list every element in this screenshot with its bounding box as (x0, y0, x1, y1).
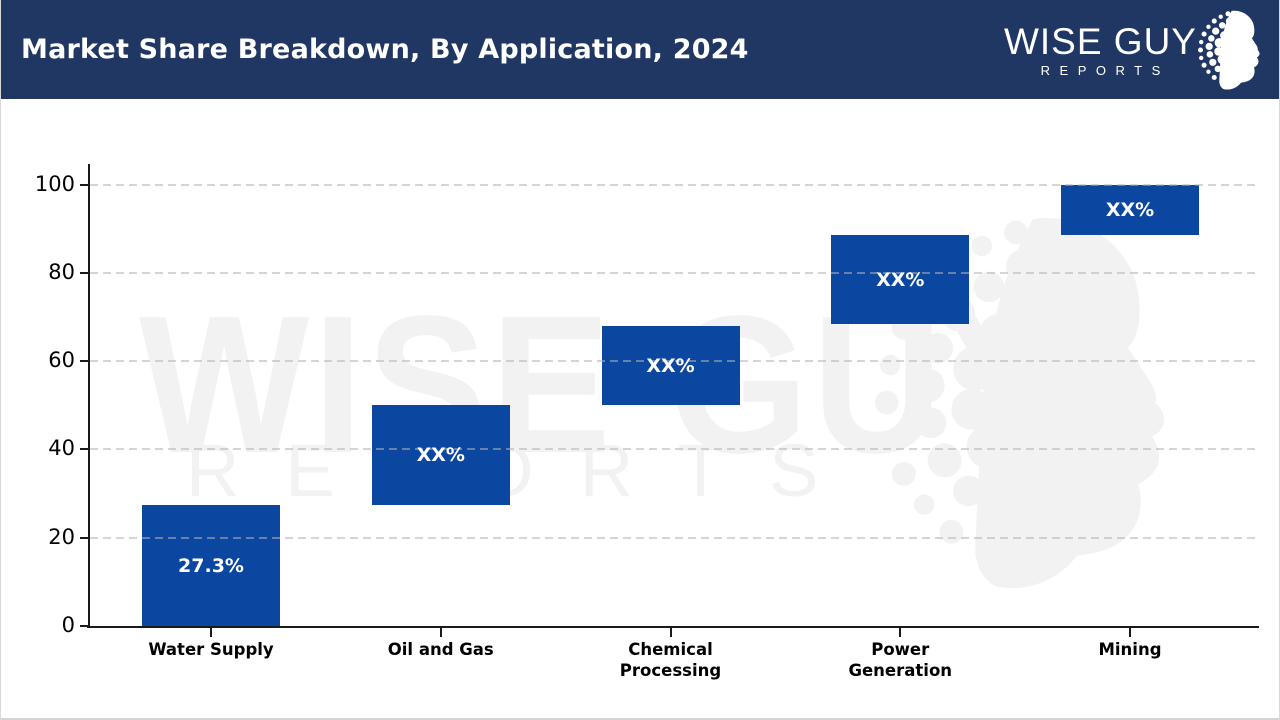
logo-wiseguy-label: WISE GUY (1003, 20, 1197, 62)
y-tick-100 (80, 183, 89, 186)
y-tick-0 (80, 625, 89, 627)
x-category-label: Oil and Gas (387, 640, 494, 659)
x-tick-0 (210, 628, 212, 637)
x-category-label: Water Supply (148, 640, 274, 659)
logo-reports-label: REPORTS (1040, 62, 1170, 78)
x-tick-1 (439, 628, 442, 637)
y-tick-label-80: 80 (48, 259, 75, 284)
bar-2 (601, 325, 740, 406)
y-axis-line (88, 164, 90, 628)
wise-guy-logo: WISE GUY REPORTS (1004, 7, 1265, 93)
x-tick-4 (1129, 628, 1131, 637)
x-tick-3 (899, 628, 902, 637)
logo-head-icon (1197, 10, 1260, 90)
y-tick-label-0: 0 (61, 613, 75, 637)
gridline-80 (90, 271, 1259, 274)
gridline-40 (90, 448, 1259, 451)
bar-value-label: XX% (646, 354, 695, 377)
y-tick-40 (80, 448, 89, 451)
x-category-label: Mining (1098, 640, 1162, 659)
y-tick-label-40: 40 (48, 436, 75, 461)
bar-0 (142, 505, 280, 626)
bar-value-label: 27.3% (178, 554, 244, 577)
x-tick-2 (669, 628, 672, 637)
x-category-label: Power Generation (848, 640, 953, 680)
y-tick-label-100: 100 (34, 171, 75, 196)
y-tick-60 (80, 360, 89, 363)
gridline-60 (90, 360, 1259, 363)
bar-value-label: XX% (416, 444, 465, 467)
bar-value-label: XX% (876, 268, 925, 291)
gridline-20 (90, 536, 1259, 539)
x-axis-line (87, 626, 1259, 628)
header-bar: Market Share Breakdown, By Application, … (1, 0, 1279, 99)
y-tick-label-20: 20 (48, 524, 75, 549)
y-tick-20 (80, 536, 89, 539)
x-category-label: Chemical Processing (619, 640, 722, 680)
y-tick-80 (80, 271, 89, 274)
bar-1 (371, 405, 510, 506)
bar-value-label: XX% (1105, 198, 1155, 221)
logo-text: WISE GUY REPORTS (1004, 23, 1197, 78)
y-tick-label-60: 60 (48, 348, 75, 373)
chart-title: Market Share Breakdown, By Application, … (21, 34, 749, 65)
gridline-100 (90, 183, 1259, 186)
